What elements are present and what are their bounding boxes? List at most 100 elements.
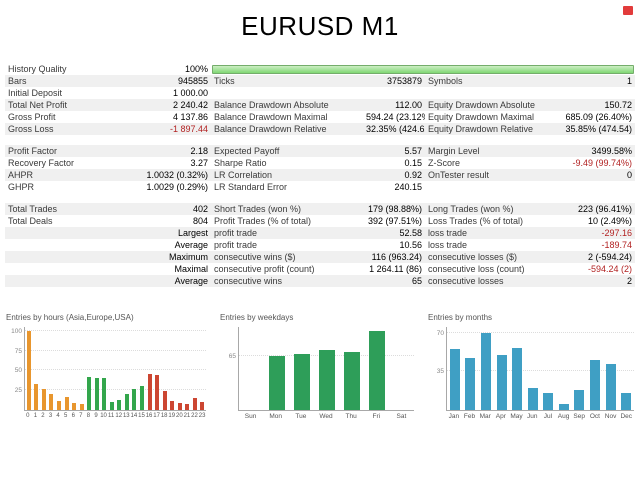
- chart-bar: [512, 348, 523, 410]
- x-axis-label: Aug: [557, 413, 570, 420]
- stat-value: 223 (96.41%): [577, 203, 632, 214]
- stat-value: 4 137.86: [172, 111, 208, 122]
- stat-label: profit trade: [214, 227, 258, 238]
- x-axis-label: Apr: [495, 413, 506, 420]
- chart-bar: [79, 404, 84, 410]
- chart-bar: [185, 404, 190, 410]
- report-row: History Quality 100%: [5, 63, 635, 75]
- chart-title: Entries by months: [428, 313, 493, 322]
- x-axis-label: 3: [48, 413, 53, 419]
- chart-bar: [139, 385, 144, 410]
- chart-plot-area: 65: [229, 327, 414, 411]
- stat-value: 10 (2.49%): [587, 215, 632, 226]
- stat-label: consecutive wins ($): [214, 251, 296, 262]
- chart-bar: [132, 389, 137, 410]
- report-row: Total Trades 402 Short Trades (won %) 179 (…: [5, 203, 635, 215]
- stat-value: -594.24 (2): [587, 263, 632, 274]
- stat-value: 685.09 (26.40%): [565, 111, 632, 122]
- chart-bar: [162, 391, 167, 410]
- chart-bar: [621, 393, 632, 410]
- chart-bar: [605, 363, 616, 410]
- chart-bar: [26, 330, 31, 410]
- report-row: Initial Deposit 1 000.00: [5, 87, 635, 99]
- x-axis-label: Dec: [620, 413, 632, 420]
- chart-bar: [170, 400, 175, 410]
- stat-label: consecutive profit (count): [214, 263, 315, 274]
- stat-label: Total Trades: [8, 203, 58, 214]
- chart-bar: [449, 349, 460, 410]
- x-axis-label: Thu: [345, 413, 357, 420]
- chart-bar: [543, 393, 554, 410]
- gridline: [25, 369, 206, 371]
- stat-value: 179 (98.88%): [367, 203, 422, 214]
- stat-label: Balance Drawdown Maximal: [214, 111, 328, 122]
- x-axis-label: Mar: [479, 413, 491, 420]
- chart-bar: [368, 331, 385, 410]
- stat-label: consecutive losses ($): [428, 251, 518, 262]
- stat-label: profit trade: [214, 239, 258, 250]
- chart-bar: [558, 404, 569, 410]
- stat-value: 100%: [184, 63, 208, 74]
- stat-value: 1: [626, 75, 632, 86]
- report-row: Total Net Profit 2 240.42 Balance Drawdown…: [5, 99, 635, 111]
- stat-label: OnTester result: [428, 169, 490, 180]
- stat-value: 402: [192, 203, 208, 214]
- stat-label: Total Deals: [8, 215, 53, 226]
- x-axis-label: 19: [168, 413, 176, 419]
- stat-label: LR Standard Error: [214, 181, 288, 192]
- chart-bar: [124, 394, 129, 410]
- history-quality-bar: [212, 64, 634, 74]
- report-row: Bars 945855 Ticks 3753879 Symbols 1: [5, 75, 635, 87]
- x-axis-label: Sat: [396, 413, 407, 420]
- stat-value: 2.18: [190, 145, 208, 156]
- chart-bar: [49, 394, 54, 410]
- stat-label: Short Trades (won %): [214, 203, 302, 214]
- x-axis-label: 18: [160, 413, 168, 419]
- report-table: History Quality 100% Bars 945855 Ticks 375387…: [5, 63, 635, 287]
- x-axis-label: Tue: [295, 413, 307, 420]
- x-axis-label: 6: [71, 413, 75, 419]
- section-spacer: [5, 135, 635, 145]
- report-row: Maximum consecutive wins ($) 116 (963.24) c…: [5, 251, 635, 263]
- stat-value: 5.57: [404, 145, 422, 156]
- y-axis-label: 100: [11, 327, 22, 335]
- stat-label: Sharpe Ratio: [214, 157, 267, 168]
- x-axis-label: 14: [130, 413, 138, 419]
- stat-value: 1 264.11 (86): [369, 263, 422, 274]
- page-title: EURUSD M1: [241, 11, 399, 41]
- stat-value: 10.56: [399, 239, 422, 250]
- x-axis-label: Jun: [526, 413, 538, 420]
- chart-bar: [72, 402, 77, 410]
- stat-label: Ticks: [214, 75, 235, 86]
- gridline: [25, 349, 206, 351]
- gridline: [25, 329, 206, 331]
- stat-label: consecutive loss (count): [428, 263, 525, 274]
- report-row: GHPR 1.0029 (0.29%) LR Standard Error 240.1…: [5, 181, 635, 193]
- chart-bar: [527, 387, 538, 410]
- chart-bar: [94, 378, 99, 410]
- bar-chart-0: Entries by hours (Asia,Europe,USA) 25 50 75…: [6, 313, 206, 420]
- chart-bar: [293, 353, 310, 410]
- stat-value: 240.15: [394, 181, 422, 192]
- stat-value: Average: [174, 275, 208, 286]
- chart-bar: [56, 400, 61, 410]
- stat-value: 3499.58%: [591, 145, 632, 156]
- stat-label: Expected Payoff: [214, 145, 280, 156]
- stat-label: Equity Drawdown Relative: [428, 123, 534, 134]
- stat-label: Gross Profit: [8, 111, 56, 122]
- stat-label: Initial Deposit: [8, 87, 63, 98]
- stat-value: Largest: [177, 227, 208, 238]
- stat-value: 150.72: [604, 99, 632, 110]
- stat-label: consecutive losses: [428, 275, 504, 286]
- stat-label: AHPR: [8, 169, 34, 180]
- x-axis-label: 10: [100, 413, 107, 419]
- corner-marker-icon: [623, 6, 633, 15]
- bars-container: [25, 327, 206, 410]
- x-axis-label: 11: [108, 413, 115, 419]
- stat-value: -1 897.44: [169, 123, 208, 134]
- x-axis-label: Nov: [604, 413, 617, 420]
- x-axis-label: 23: [198, 413, 206, 419]
- chart-bar: [589, 360, 600, 410]
- x-axis-label: 20: [176, 413, 183, 419]
